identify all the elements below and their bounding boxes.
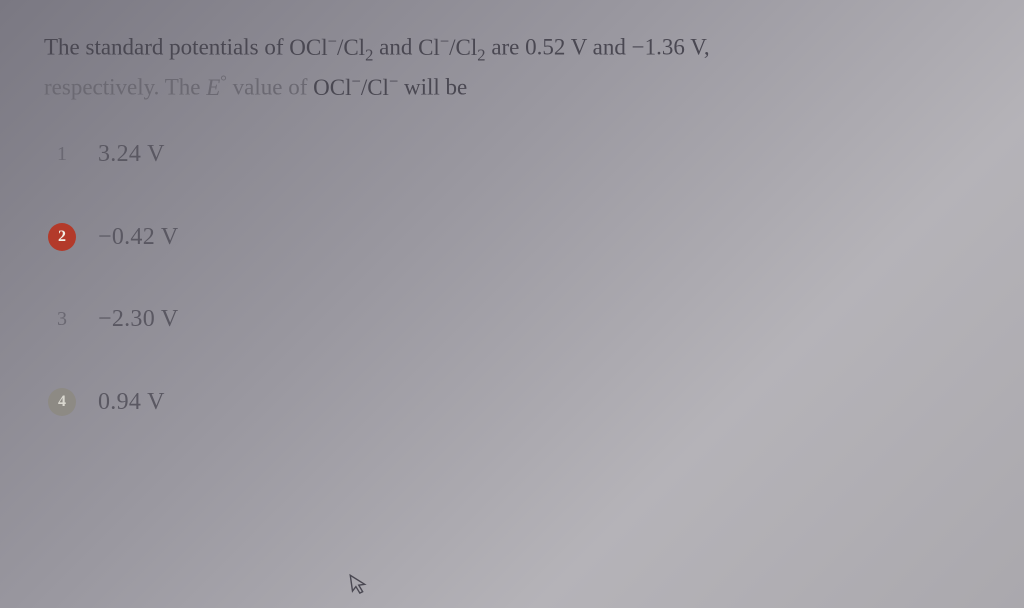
q-text: will be [398, 75, 467, 100]
value-1: 0.52 V [525, 35, 587, 60]
formula-cl-cl2: Cl−/Cl2 [418, 35, 485, 60]
q-text: and [373, 35, 418, 60]
q-text: The standard potentials of [44, 35, 289, 60]
cursor-icon [348, 571, 372, 603]
formula-ocl-cl: OCl−/Cl− [313, 75, 398, 100]
option-text: −2.30 V [98, 306, 179, 333]
option-1[interactable]: 1 3.24 V [48, 141, 984, 168]
e-naught: E° [206, 75, 227, 100]
option-2[interactable]: 2 −0.42 V [48, 223, 984, 251]
option-marker-faded: 4 [48, 388, 76, 416]
question-text: The standard potentials of OCl−/Cl2 and … [44, 28, 984, 105]
option-marker: 1 [48, 143, 76, 166]
option-marker: 3 [48, 308, 76, 331]
question-page: The standard potentials of OCl−/Cl2 and … [0, 0, 1024, 416]
option-marker-selected: 2 [48, 223, 76, 251]
q-text: value of [227, 75, 313, 100]
option-text: 3.24 V [98, 141, 165, 168]
option-text: 0.94 V [98, 389, 165, 416]
option-3[interactable]: 3 −2.30 V [48, 306, 984, 333]
q-text: respectively. The [44, 75, 206, 100]
formula-ocl: OCl−/Cl2 [289, 35, 373, 60]
value-2: −1.36 V [632, 35, 704, 60]
q-text: and [587, 35, 632, 60]
options-list: 1 3.24 V 2 −0.42 V 3 −2.30 V 4 0.94 V [48, 141, 984, 416]
q-text: are [486, 35, 526, 60]
option-text: −0.42 V [98, 224, 179, 251]
option-4[interactable]: 4 0.94 V [48, 388, 984, 416]
